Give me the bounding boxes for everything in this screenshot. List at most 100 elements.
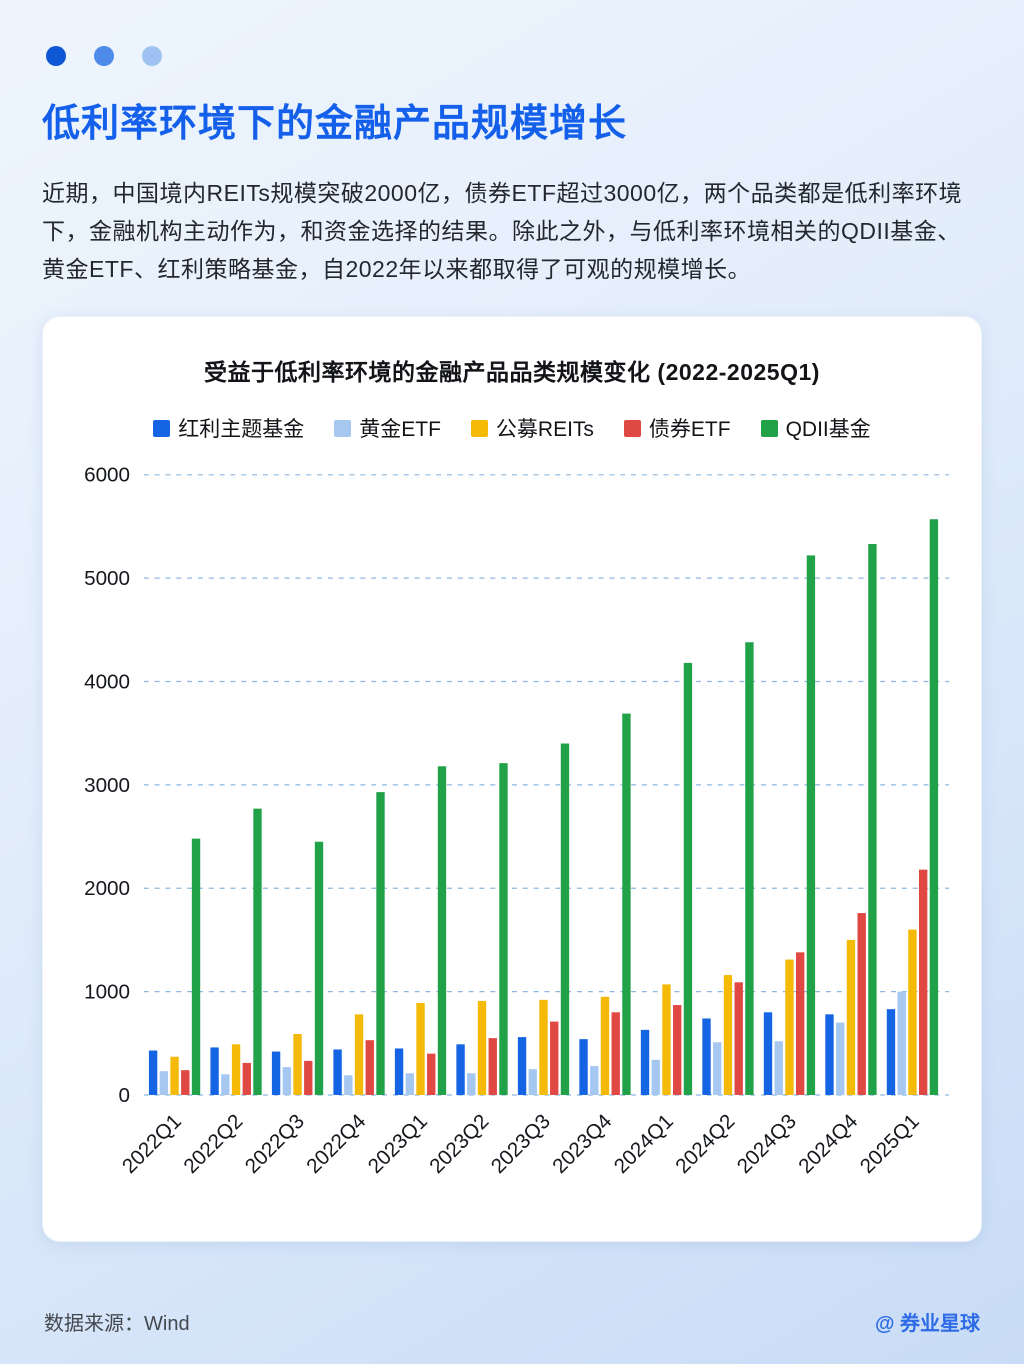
bar-2024Q2-公募REITs [723,975,733,1096]
bar-2022Q1-红利主题基金 [148,1050,158,1096]
legend-swatch-icon [334,419,352,437]
y-tick-label: 5000 [84,567,130,590]
footer: 数据来源：Wind @ 券业星球 [42,1293,982,1340]
bar-2024Q1-公募REITs [662,984,671,1096]
x-tick-label: 2024Q3 [733,1110,801,1178]
bar-2024Q3-债券ETF [796,952,805,1096]
bar-2024Q4-债券ETF [857,913,866,1096]
bar-2024Q1-红利主题基金 [640,1029,650,1096]
bar-2022Q1-债券ETF [181,1070,190,1096]
bar-2023Q3-公募REITs [539,999,548,1096]
x-tick-label: 2024Q4 [794,1110,862,1178]
bar-2023Q3-黄金ETF [528,1069,537,1096]
x-tick-label: 2022Q3 [241,1110,309,1178]
bar-2024Q4-黄金ETF [836,1022,845,1096]
y-tick-label: 0 [119,1084,131,1107]
bar-chart: 0 1000 2000 3000 4000 5000 6000 2022Q1 2022Q2 202… [69,461,955,1231]
legend-item: 公募REITs [470,413,594,443]
bar-2024Q2-QDII基金 [745,642,754,1096]
bar-2023Q4-QDII基金 [622,713,631,1096]
bar-2022Q4-黄金ETF [344,1075,353,1096]
bar-2024Q4-红利主题基金 [825,1014,834,1096]
brand-label: @ 券业星球 [874,1313,980,1335]
x-tick-label: 2023Q1 [364,1110,432,1178]
x-tick-label: 2022Q4 [302,1110,370,1178]
bar-chart-svg: 01000200030004000500060002022Q12022Q2202… [84,464,950,1178]
bar-2024Q1-债券ETF [673,1005,682,1096]
bar-2022Q1-QDII基金 [191,838,201,1096]
bar-2024Q3-QDII基金 [806,555,816,1096]
x-tick-label: 2022Q1 [118,1110,186,1178]
bar-2025Q1-QDII基金 [929,519,939,1096]
data-source-label: 数据来源：Wind [44,1313,190,1335]
bar-2024Q2-债券ETF [734,982,743,1096]
y-tick-label: 1000 [84,981,130,1004]
bar-2022Q2-债券ETF [242,1063,251,1096]
y-tick-label: 4000 [84,671,130,694]
bar-2023Q4-债券ETF [611,1012,620,1096]
legend-swatch-icon [760,419,778,437]
bar-2022Q3-QDII基金 [314,841,324,1096]
legend-label: 债券ETF [648,418,731,442]
page-title: 低利率环境下的金融产品规模增长 [42,103,628,145]
bar-2022Q3-黄金ETF [282,1067,291,1096]
bar-2025Q1-黄金ETF [897,991,906,1096]
legend-label: QDII基金 [785,418,871,442]
bar-2023Q3-债券ETF [550,1021,559,1096]
bar-2024Q3-公募REITs [785,959,794,1096]
bar-2024Q1-黄金ETF [651,1059,660,1096]
x-tick-label: 2024Q2 [671,1110,739,1178]
bar-2023Q3-QDII基金 [560,743,570,1096]
bar-2022Q3-公募REITs [293,1034,302,1096]
bar-2024Q3-黄金ETF [774,1041,783,1096]
bar-2023Q1-红利主题基金 [394,1048,404,1096]
dot-icon [94,46,114,66]
legend-swatch-icon [623,419,641,437]
bar-2022Q4-公募REITs [354,1014,364,1096]
bar-2023Q3-红利主题基金 [517,1037,527,1096]
x-tick-label: 2023Q3 [487,1110,555,1178]
dot-icon [46,46,66,66]
bar-2025Q1-债券ETF [918,869,928,1096]
x-tick-label: 2025Q1 [856,1110,924,1178]
y-tick-label: 2000 [84,877,130,900]
y-tick-label: 3000 [84,774,130,797]
bar-2022Q3-红利主题基金 [271,1051,281,1096]
bar-2025Q1-公募REITs [908,929,917,1096]
intro-text: 近期，中国境内REITs规模突破2000亿，债券ETF超过3000亿，两个品类都… [42,179,963,282]
x-tick-label: 2023Q2 [425,1110,493,1178]
decorative-dots [46,46,982,66]
bar-2024Q3-红利主题基金 [763,1012,773,1096]
bar-2023Q1-QDII基金 [437,766,447,1096]
x-tick-label: 2024Q1 [610,1110,678,1178]
chart-legend: 红利主题基金 黄金ETF 公募REITs 债券ETF QDII基金 [69,413,955,443]
x-tick-label: 2022Q2 [179,1110,247,1178]
legend-label: 黄金ETF [359,418,441,442]
bar-2023Q1-债券ETF [427,1053,436,1096]
bar-2024Q4-QDII基金 [868,544,877,1096]
bar-2022Q1-公募REITs [170,1056,179,1096]
bar-2023Q1-黄金ETF [405,1073,414,1096]
legend-swatch-icon [153,419,171,437]
bar-2022Q4-债券ETF [365,1040,374,1096]
chart-card: 受益于低利率环境的金融产品品类规模变化 (2022-2025Q1) 红利主题基金… [42,316,982,1242]
legend-swatch-icon [470,419,488,437]
bar-2022Q2-QDII基金 [253,808,262,1096]
legend-item: QDII基金 [760,413,871,443]
bar-2023Q4-公募REITs [600,996,610,1096]
bar-2022Q3-债券ETF [304,1060,313,1096]
legend-item: 红利主题基金 [153,413,304,443]
bar-2023Q4-黄金ETF [590,1066,599,1096]
y-tick-label: 6000 [84,464,130,487]
bar-2023Q2-红利主题基金 [456,1044,465,1096]
bar-2024Q1-QDII基金 [683,663,693,1096]
dot-icon [142,46,162,66]
bar-2023Q2-债券ETF [488,1038,497,1096]
legend-item: 债券ETF [623,413,731,443]
bar-2023Q4-红利主题基金 [579,1039,588,1096]
bar-2022Q2-公募REITs [231,1044,241,1096]
bar-2024Q2-黄金ETF [713,1042,722,1096]
bar-2023Q2-黄金ETF [467,1073,476,1096]
bar-2022Q4-红利主题基金 [333,1049,342,1096]
